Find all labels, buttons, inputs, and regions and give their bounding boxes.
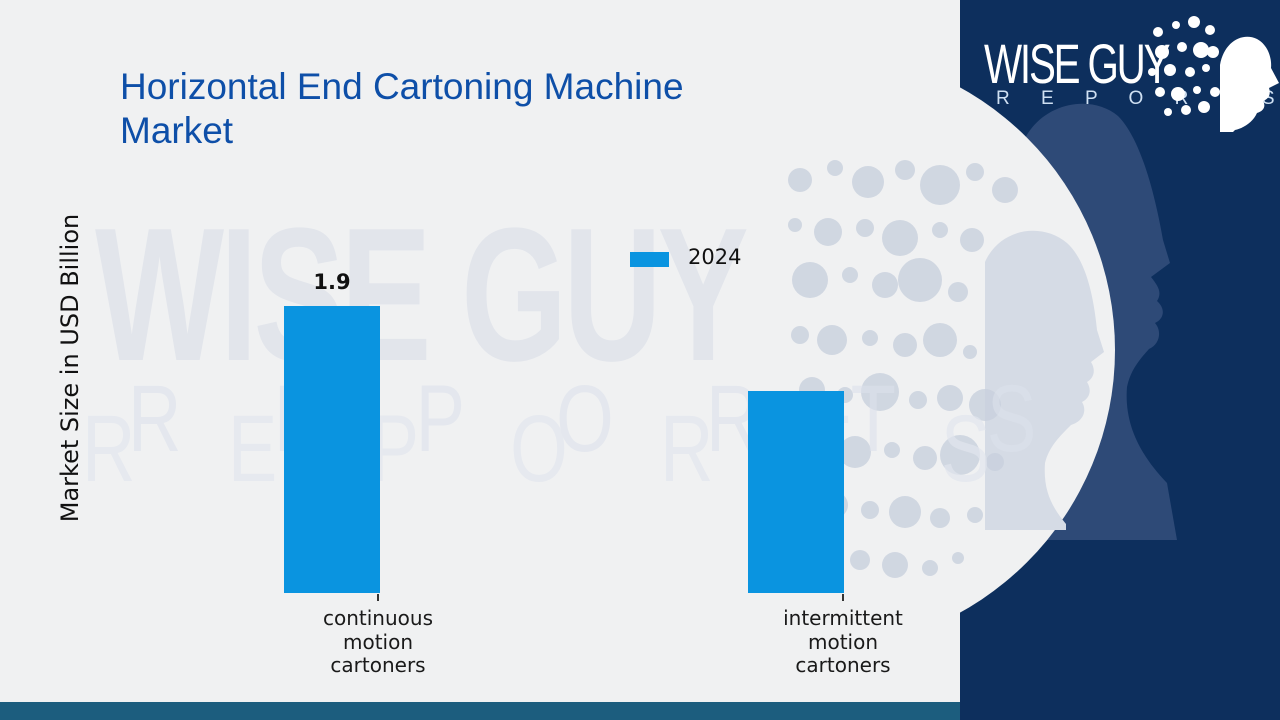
bar-continuous-motion-cartoners: [284, 306, 380, 593]
legend-label-2024: 2024: [688, 245, 742, 269]
legend: 2024: [630, 245, 741, 269]
category-label-continuous: continuous motion cartoners: [323, 606, 433, 677]
x-axis-tick-2: [842, 594, 844, 601]
x-axis-tick-1: [377, 594, 379, 601]
face-silhouette-gray: [985, 230, 1104, 531]
watermark-circle: [515, 50, 1115, 650]
page-title: Horizontal End Cartoning Machine Market: [120, 65, 684, 151]
y-axis-label: Market Size in USD Billion: [56, 213, 84, 523]
bar-intermittent-motion-cartoners: [748, 391, 844, 593]
legend-swatch-2024: [630, 251, 669, 267]
logo-face-icon: [1148, 16, 1279, 132]
logo-brand-text: WISE GUY: [984, 32, 1171, 95]
category-label-intermittent: intermittent motion cartoners: [783, 606, 903, 677]
bar-value-label-continuous: 1.9: [313, 270, 351, 294]
